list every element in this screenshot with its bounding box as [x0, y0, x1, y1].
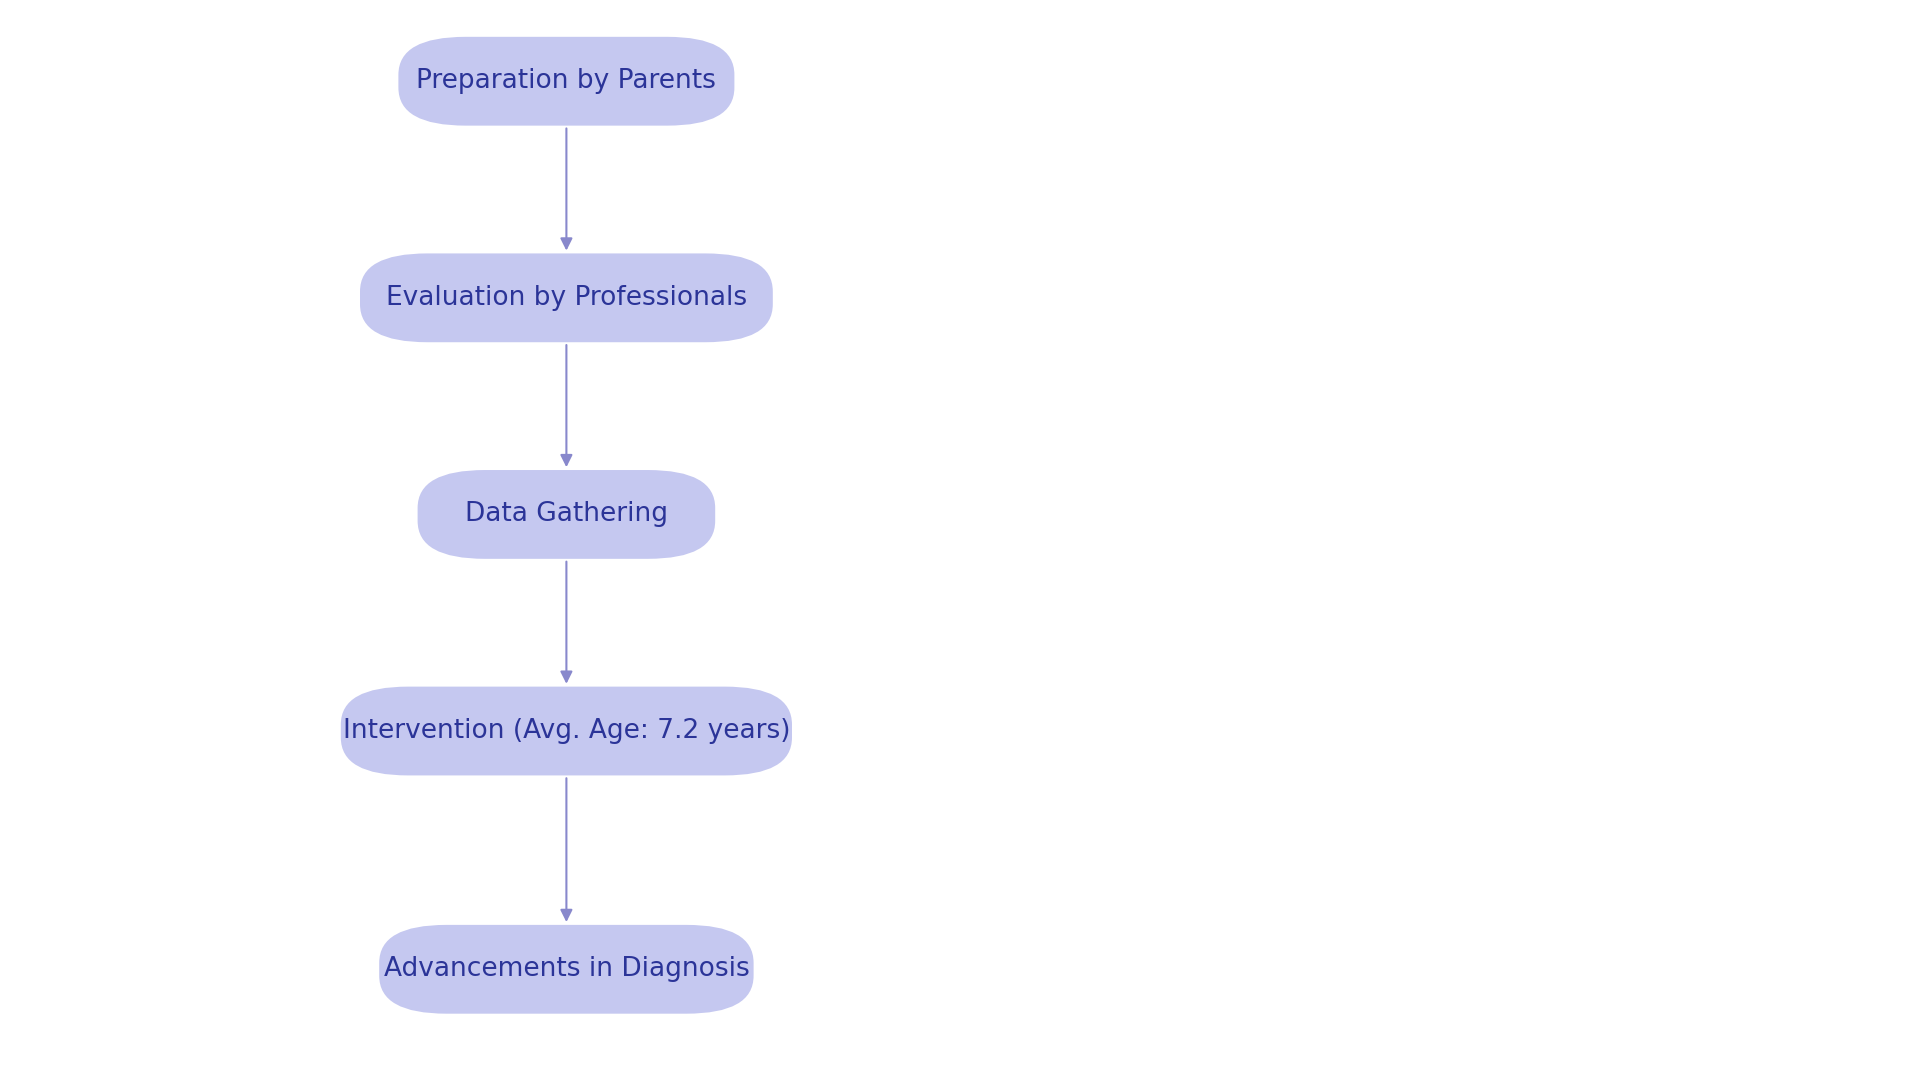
- FancyBboxPatch shape: [378, 925, 753, 1014]
- Text: Preparation by Parents: Preparation by Parents: [417, 68, 716, 94]
- FancyBboxPatch shape: [399, 37, 733, 126]
- FancyBboxPatch shape: [340, 687, 791, 775]
- Text: Advancements in Diagnosis: Advancements in Diagnosis: [384, 956, 749, 982]
- Text: Intervention (Avg. Age: 7.2 years): Intervention (Avg. Age: 7.2 years): [342, 718, 791, 744]
- Text: Data Gathering: Data Gathering: [465, 501, 668, 527]
- FancyBboxPatch shape: [417, 470, 714, 559]
- Text: Evaluation by Professionals: Evaluation by Professionals: [386, 285, 747, 311]
- FancyBboxPatch shape: [361, 253, 772, 342]
